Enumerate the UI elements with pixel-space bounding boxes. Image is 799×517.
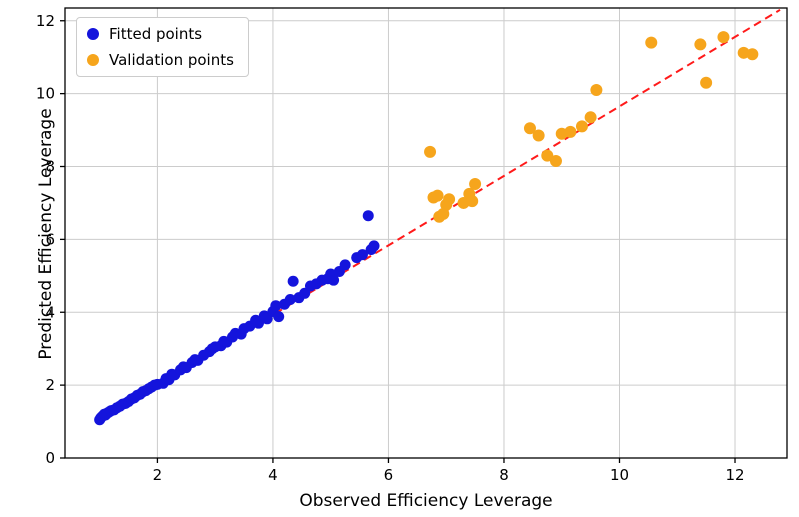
x-tick-label: 8 [499, 466, 509, 484]
data-point-validation [645, 36, 658, 49]
data-point-validation [443, 193, 456, 206]
plot-area [65, 8, 787, 458]
data-point-validation [575, 120, 588, 133]
data-point-validation [746, 48, 759, 61]
data-point-validation [437, 207, 450, 220]
data-point-validation [700, 76, 713, 89]
legend: Fitted points Validation points [76, 17, 249, 77]
data-point-fitted [270, 300, 282, 312]
y-tick-label: 10 [36, 85, 55, 103]
y-tick-label: 0 [45, 449, 55, 467]
y-tick-label: 2 [45, 376, 55, 394]
data-point-fitted [362, 210, 374, 222]
data-point-validation [469, 177, 482, 190]
data-point-fitted [273, 311, 285, 323]
data-point-validation [532, 129, 545, 142]
fitted-points-marker-icon [87, 28, 99, 40]
x-axis-label: Observed Efficiency Leverage [299, 491, 553, 511]
data-point-validation [694, 38, 707, 51]
data-point-validation [549, 155, 562, 168]
x-tick-label: 2 [153, 466, 163, 484]
x-tick-label: 12 [725, 466, 744, 484]
data-point-validation [523, 122, 536, 135]
y-axis-label: Predicted Efficiency Leverage [36, 108, 56, 360]
data-point-validation [466, 195, 479, 208]
data-point-validation [541, 149, 554, 162]
data-point-fitted [284, 293, 296, 305]
y-tick-label: 4 [45, 303, 55, 321]
plot-border [64, 7, 788, 459]
data-point-validation [717, 31, 730, 44]
data-point-validation [431, 189, 444, 202]
data-point-fitted [339, 259, 351, 271]
legend-label-fitted: Fitted points [109, 25, 203, 43]
data-point-fitted [328, 274, 340, 286]
x-tick-label: 10 [610, 466, 629, 484]
legend-label-validation: Validation points [109, 51, 234, 69]
data-point-validation [424, 145, 437, 158]
data-point-validation [590, 83, 603, 96]
x-tick-label: 4 [268, 466, 278, 484]
y-tick-label: 12 [36, 12, 55, 30]
legend-item-fitted: Fitted points [87, 25, 234, 43]
data-point-fitted [356, 249, 368, 261]
legend-item-validation: Validation points [87, 51, 234, 69]
y-tick-label: 6 [45, 230, 55, 248]
validation-points-marker-icon [87, 54, 99, 66]
data-point-validation [564, 125, 577, 138]
data-point-fitted [368, 240, 380, 252]
x-tick-label: 6 [384, 466, 394, 484]
data-point-validation [584, 111, 597, 124]
data-point-fitted [287, 275, 299, 287]
y-tick-label: 8 [45, 158, 55, 176]
